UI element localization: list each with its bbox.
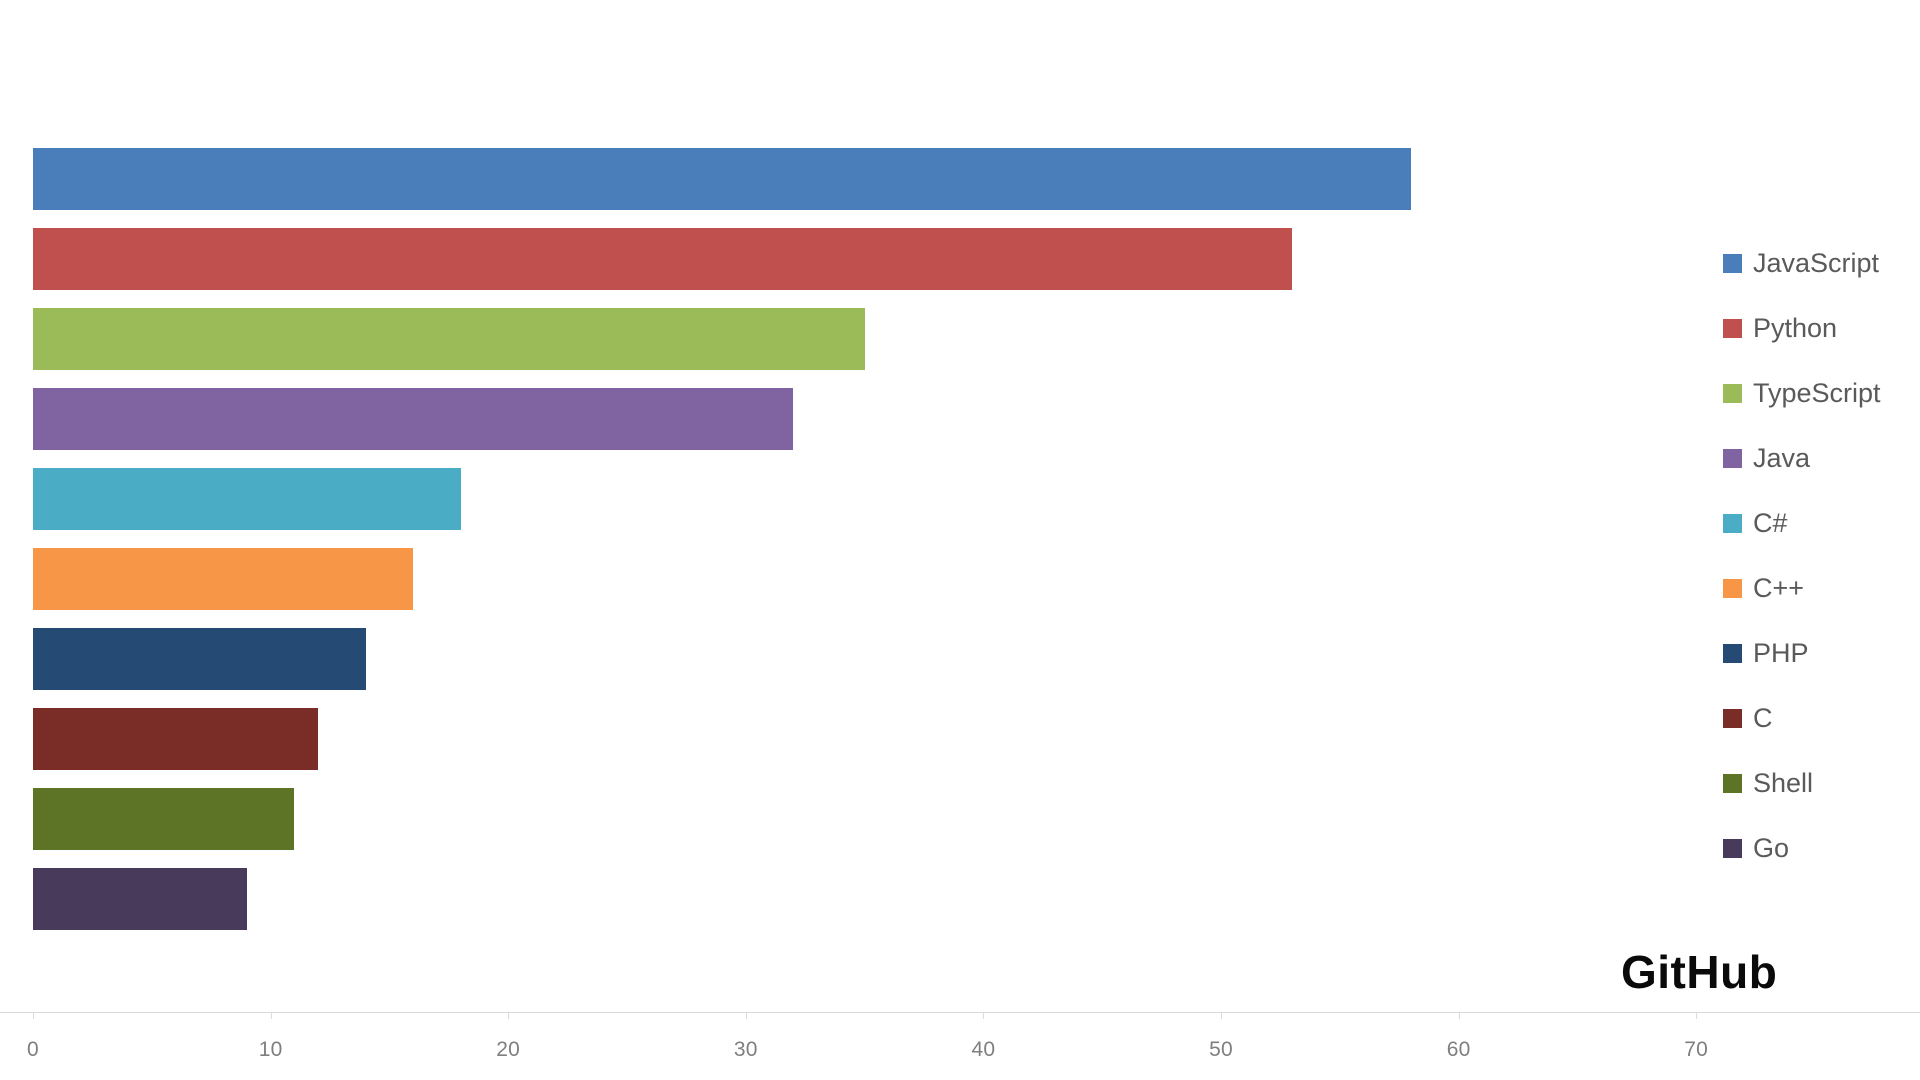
legend-swatch-icon: [1723, 383, 1742, 403]
legend-swatch-icon: [1723, 253, 1742, 273]
legend-label: Java: [1753, 442, 1811, 473]
legend-label: PHP: [1753, 637, 1809, 668]
x-axis-tick-label: 40: [971, 1038, 996, 1061]
legend-label: C#: [1753, 507, 1788, 538]
x-axis: 0 10 20 30 40 50 60 70: [0, 1012, 1920, 1080]
legend-item-c[interactable]: C#: [1723, 508, 1788, 538]
legend-label: C: [1753, 702, 1773, 733]
legend-item-c[interactable]: C: [1723, 703, 1773, 733]
legend-item-javascript[interactable]: JavaScript: [1723, 248, 1879, 278]
bar-fill: [33, 628, 366, 690]
bar-shell: [33, 788, 295, 850]
bar-c: [33, 708, 319, 770]
x-axis-tick-label: 30: [733, 1038, 758, 1061]
legend-swatch-icon: [1723, 773, 1742, 793]
bar-fill: [33, 548, 414, 610]
bar-fill: [33, 228, 1293, 290]
legend-label: Python: [1753, 312, 1838, 343]
x-axis-tick-mark: [983, 1012, 985, 1019]
bar-fill: [33, 708, 319, 770]
legend-swatch-icon: [1723, 448, 1742, 468]
legend-label: C++: [1753, 572, 1805, 603]
bar-fill: [33, 468, 461, 530]
legend-swatch-icon: [1723, 513, 1742, 533]
x-axis-tick-label: 0: [27, 1038, 39, 1061]
bar-java: [33, 388, 794, 450]
x-axis-tick-label: 50: [1209, 1038, 1233, 1061]
legend-item-python[interactable]: Python: [1723, 313, 1837, 343]
bar-python: [33, 228, 1293, 290]
legend-label: TypeScript: [1753, 377, 1881, 408]
legend-item-php[interactable]: PHP: [1723, 638, 1809, 668]
x-axis-tick-label: 20: [496, 1038, 521, 1061]
bar-typescript: [33, 308, 865, 370]
brand-caption: GitHub: [1621, 946, 1778, 998]
plot-area: [33, 110, 1723, 1010]
legend-label: Go: [1753, 832, 1790, 863]
bar-fill: [33, 148, 1412, 210]
x-axis-tick-label: 60: [1446, 1038, 1471, 1061]
legend-swatch-icon: [1723, 578, 1742, 598]
bar-javascript: [33, 148, 1412, 210]
legend-item-go[interactable]: Go: [1723, 833, 1789, 863]
legend-label: Shell: [1753, 767, 1814, 798]
legend-swatch-icon: [1723, 643, 1742, 663]
x-axis-tick-label: 70: [1684, 1038, 1709, 1061]
legend-item-java[interactable]: Java: [1723, 443, 1810, 473]
x-axis-tick-label: 10: [258, 1038, 283, 1061]
x-axis-tick-mark: [1696, 1012, 1698, 1019]
bar-fill: [33, 308, 865, 370]
legend-label: JavaScript: [1753, 247, 1880, 278]
x-axis-line: [0, 1012, 1920, 1013]
legend-swatch-icon: [1723, 708, 1742, 728]
x-axis-tick-mark: [508, 1012, 510, 1019]
x-axis-tick-mark: [745, 1012, 747, 1019]
x-axis-tick-mark: [270, 1012, 272, 1019]
legend-item-typescript[interactable]: TypeScript: [1723, 378, 1881, 408]
legend-item-shell[interactable]: Shell: [1723, 768, 1813, 798]
x-axis-tick-mark: [33, 1012, 34, 1019]
x-axis-tick-mark: [1221, 1012, 1222, 1019]
bar-php: [33, 628, 366, 690]
bar-fill: [33, 788, 295, 850]
bar-fill: [33, 388, 794, 450]
bar-fill: [33, 868, 247, 930]
legend-swatch-icon: [1723, 838, 1742, 858]
bar-c: [33, 468, 461, 530]
legend-swatch-icon: [1723, 318, 1742, 338]
legend-item-c[interactable]: C++: [1723, 573, 1804, 603]
x-axis-tick-mark: [1458, 1012, 1460, 1019]
bar-c: [33, 548, 414, 610]
bar-go: [33, 868, 247, 930]
